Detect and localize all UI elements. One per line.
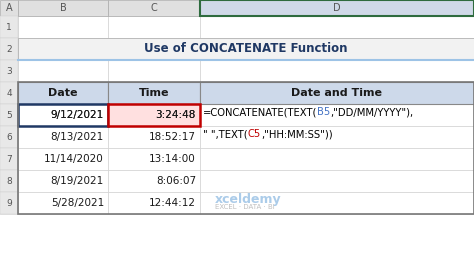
Bar <box>0 126 18 148</box>
Bar <box>18 192 108 214</box>
Text: 11/14/2020: 11/14/2020 <box>44 154 104 164</box>
Text: B5: B5 <box>318 107 331 117</box>
Text: xceldemy: xceldemy <box>215 193 282 206</box>
Bar <box>18 82 108 104</box>
Text: Use of CONCATENATE Function: Use of CONCATENATE Function <box>144 43 348 55</box>
Bar <box>108 16 200 38</box>
Text: 13:14:00: 13:14:00 <box>149 154 196 164</box>
Text: 5/28/2021: 5/28/2021 <box>51 198 104 208</box>
Bar <box>200 82 474 104</box>
Text: B: B <box>60 3 66 13</box>
Text: 3:24:48: 3:24:48 <box>155 110 196 120</box>
Text: 3: 3 <box>6 67 12 76</box>
Text: 9: 9 <box>6 198 12 207</box>
Text: Date: Date <box>48 88 78 98</box>
Text: 7: 7 <box>6 155 12 164</box>
Bar <box>18 16 108 38</box>
Text: 8: 8 <box>6 176 12 186</box>
Bar <box>200 170 474 192</box>
Bar <box>18 82 108 104</box>
Bar <box>0 192 18 214</box>
Text: 2: 2 <box>6 44 12 53</box>
Text: 4: 4 <box>6 88 12 98</box>
Bar <box>108 82 200 104</box>
Text: 18:52:17: 18:52:17 <box>149 132 196 142</box>
Bar <box>0 148 18 170</box>
Text: 6: 6 <box>6 133 12 141</box>
Bar <box>0 60 18 82</box>
Bar <box>108 192 200 214</box>
Text: 9/12/2021: 9/12/2021 <box>51 110 104 120</box>
Bar <box>18 126 108 148</box>
Bar <box>200 82 474 104</box>
Bar <box>200 0 474 16</box>
Bar <box>200 148 474 170</box>
Bar <box>108 38 200 60</box>
Bar <box>18 38 108 60</box>
Bar <box>108 60 200 82</box>
Bar <box>0 16 18 38</box>
Bar <box>200 126 474 148</box>
Bar <box>18 148 108 170</box>
Bar <box>0 0 18 16</box>
Bar <box>108 170 200 192</box>
Bar <box>0 192 18 214</box>
Text: D: D <box>333 3 341 13</box>
Text: A: A <box>6 3 12 13</box>
Bar <box>18 0 108 16</box>
Text: Date and Time: Date and Time <box>292 88 383 98</box>
Bar <box>0 16 18 38</box>
Bar <box>200 192 474 214</box>
Bar <box>18 170 108 192</box>
Text: 1: 1 <box>6 22 12 31</box>
Text: C: C <box>151 3 157 13</box>
Bar <box>0 82 18 104</box>
Bar <box>0 126 18 148</box>
Bar <box>0 148 18 170</box>
Text: EXCEL · DATA · BI: EXCEL · DATA · BI <box>215 204 275 211</box>
Bar <box>108 104 200 126</box>
Bar <box>200 104 474 126</box>
Bar <box>18 38 474 60</box>
Text: ,"HH:MM:SS")): ,"HH:MM:SS")) <box>261 129 332 139</box>
Bar <box>0 104 18 126</box>
Text: 9/12/2021: 9/12/2021 <box>51 110 104 120</box>
Text: 5: 5 <box>6 110 12 119</box>
Bar <box>108 126 200 148</box>
Bar <box>18 104 108 126</box>
Text: 8/13/2021: 8/13/2021 <box>51 132 104 142</box>
Text: " ",TEXT(: " ",TEXT( <box>203 129 247 139</box>
Text: =CONCATENATE(TEXT(: =CONCATENATE(TEXT( <box>203 107 318 117</box>
Bar <box>0 60 18 82</box>
Text: 12:44:12: 12:44:12 <box>149 198 196 208</box>
Bar <box>0 170 18 192</box>
Bar <box>0 104 18 126</box>
Bar <box>18 60 108 82</box>
Bar <box>0 82 18 104</box>
Bar <box>108 104 200 126</box>
Text: 8:06:07: 8:06:07 <box>156 176 196 186</box>
Text: ,"DD/MM/YYYY"),: ,"DD/MM/YYYY"), <box>331 107 414 117</box>
Text: C5: C5 <box>247 129 261 139</box>
Bar <box>18 82 474 214</box>
Text: 8/19/2021: 8/19/2021 <box>51 176 104 186</box>
Bar <box>0 38 18 60</box>
Bar <box>200 60 474 82</box>
Bar <box>108 0 200 16</box>
Bar <box>0 38 18 60</box>
Text: Time: Time <box>139 88 169 98</box>
Bar <box>200 38 474 60</box>
Bar <box>108 82 200 104</box>
Text: 3:24:48: 3:24:48 <box>155 110 196 120</box>
Bar <box>18 104 108 126</box>
Bar <box>108 148 200 170</box>
Bar <box>0 170 18 192</box>
Bar <box>200 16 474 38</box>
